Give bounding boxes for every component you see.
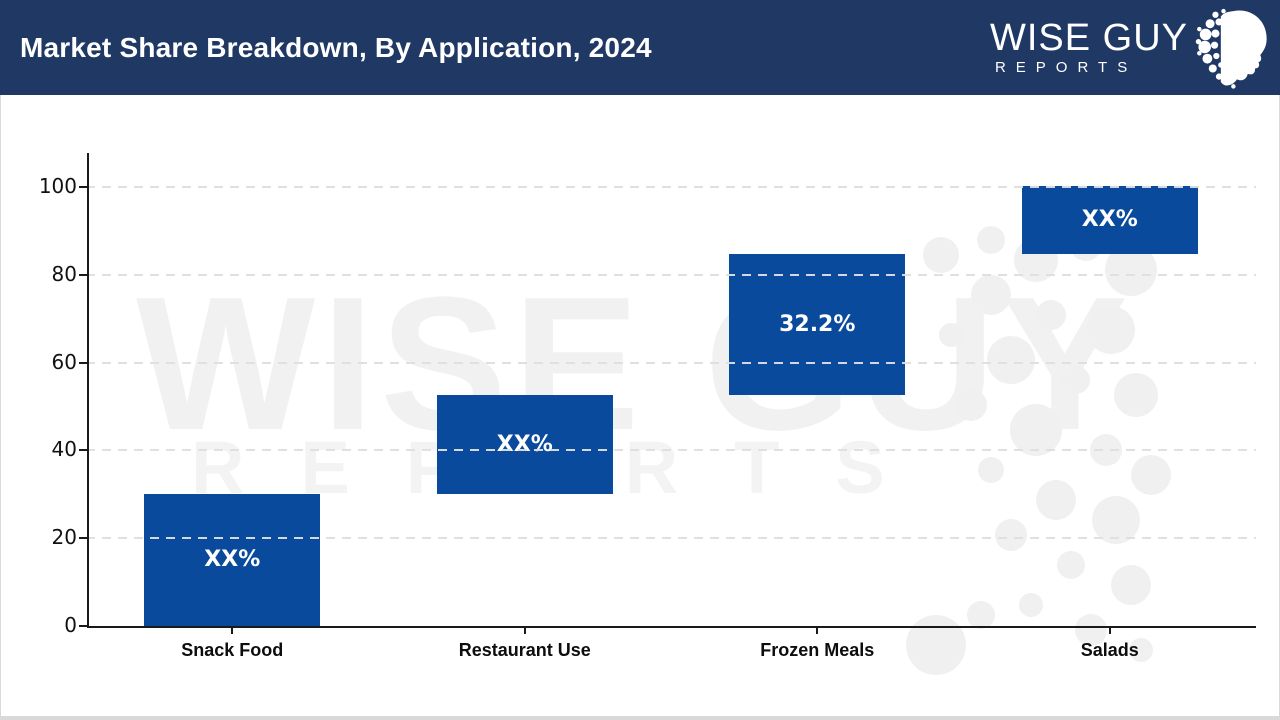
- x-axis-label: Snack Food: [181, 640, 284, 660]
- y-tick-label: 60: [51, 349, 77, 374]
- x-axis-label: Frozen Meals: [760, 640, 875, 660]
- logo-text: WISE GUY REPORTS: [990, 18, 1188, 76]
- logo-wiseguy-text: WISE GUY: [989, 17, 1188, 59]
- logo-head-icon: [1195, 8, 1267, 89]
- y-tick-label: 0: [64, 613, 77, 637]
- gridline-20: [86, 537, 1256, 540]
- x-axis-label: Restaurant Use: [458, 640, 591, 660]
- bottom-border: [0, 716, 1280, 720]
- y-axis-line: [87, 153, 89, 628]
- y-tick-label: 20: [51, 525, 77, 550]
- x-tick-mark: [816, 628, 819, 634]
- y-tick-mark: [79, 449, 87, 452]
- bar-frozen-meals: 32.2%: [729, 253, 906, 396]
- gridline-80: [86, 273, 1256, 276]
- x-tick-mark: [523, 628, 526, 634]
- gridline-40: [86, 449, 1256, 452]
- logo-reports-text: REPORTS: [994, 59, 1138, 76]
- bar-value-label: 32.2%: [779, 311, 856, 337]
- gridline-100: [86, 186, 1256, 188]
- y-tick-mark: [79, 537, 87, 540]
- bar-value-label: XX%: [1081, 207, 1138, 233]
- bar-value-label: XX%: [204, 547, 261, 573]
- x-tick-mark: [231, 628, 234, 634]
- bar-restaurant-use: XX%: [436, 395, 613, 494]
- gridline-60: [86, 361, 1256, 364]
- y-tick-label: 80: [51, 261, 77, 286]
- page-title: Market Share Breakdown, By Application, …: [20, 31, 652, 63]
- y-tick-label: 100: [38, 174, 77, 198]
- x-axis-label: Salads: [1080, 640, 1139, 660]
- wiseguy-logo: WISE GUY REPORTS: [990, 4, 1274, 90]
- y-tick-mark: [79, 625, 87, 627]
- y-tick-mark: [79, 273, 87, 276]
- bar-salads: XX%: [1021, 185, 1198, 254]
- y-tick-mark: [79, 186, 87, 188]
- y-tick-mark: [79, 361, 87, 364]
- x-tick-mark: [1108, 628, 1111, 634]
- bar-value-label: XX%: [496, 431, 553, 457]
- header-bar: Market Share Breakdown, By Application, …: [0, 0, 1280, 95]
- y-tick-label: 40: [51, 437, 77, 462]
- plot-area: 0 20 40 60 80 100 XX% Snack Food XX% Restaurant U…: [1, 95, 1279, 720]
- x-axis-line: [87, 626, 1256, 628]
- bar-snack-food: XX%: [144, 493, 321, 626]
